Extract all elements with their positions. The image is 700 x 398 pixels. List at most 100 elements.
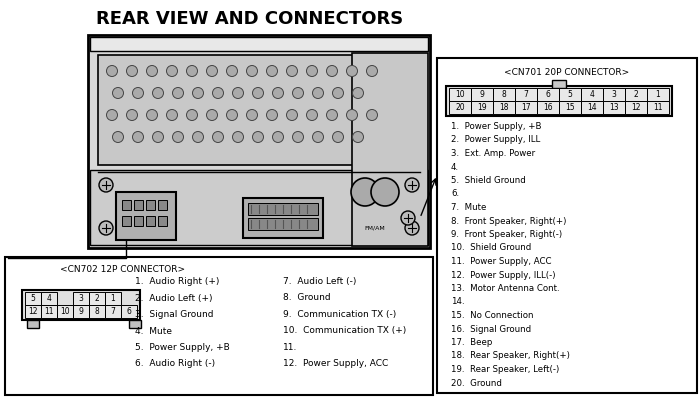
Bar — [122, 216, 131, 226]
Text: 13.  Motor Antenna Cont.: 13. Motor Antenna Cont. — [451, 284, 559, 293]
Bar — [243, 198, 323, 238]
Circle shape — [113, 131, 123, 142]
Bar — [89, 292, 105, 305]
Bar — [352, 53, 428, 246]
Bar — [27, 320, 39, 328]
Text: REAR VIEW AND CONNECTORS: REAR VIEW AND CONNECTORS — [97, 10, 404, 28]
Circle shape — [293, 88, 304, 98]
Circle shape — [253, 88, 263, 98]
Circle shape — [172, 88, 183, 98]
Bar — [98, 55, 420, 165]
Text: 10: 10 — [60, 307, 70, 316]
Text: 6: 6 — [545, 90, 550, 99]
Circle shape — [405, 178, 419, 192]
Bar — [158, 200, 167, 210]
Circle shape — [326, 66, 337, 76]
Text: 14: 14 — [587, 103, 597, 112]
Circle shape — [99, 178, 113, 192]
Text: 14.: 14. — [451, 297, 465, 306]
Circle shape — [127, 66, 137, 76]
Circle shape — [401, 211, 415, 225]
Bar — [248, 218, 318, 230]
Circle shape — [186, 66, 197, 76]
Bar — [625, 101, 647, 114]
Bar — [134, 216, 143, 226]
Bar — [90, 170, 428, 245]
Text: 1: 1 — [656, 90, 660, 99]
Bar — [73, 292, 89, 305]
Circle shape — [332, 131, 344, 142]
Text: 8: 8 — [94, 307, 99, 316]
Text: 1: 1 — [111, 294, 116, 303]
Circle shape — [312, 88, 323, 98]
Circle shape — [272, 131, 284, 142]
Bar — [22, 290, 140, 320]
Bar — [25, 305, 41, 318]
Bar — [57, 305, 73, 318]
Text: 15: 15 — [565, 103, 575, 112]
Bar — [603, 88, 625, 101]
Circle shape — [353, 88, 363, 98]
Circle shape — [113, 88, 123, 98]
Text: 16: 16 — [543, 103, 553, 112]
Text: <CN701 20P CONNECTOR>: <CN701 20P CONNECTOR> — [505, 68, 629, 77]
Circle shape — [193, 88, 204, 98]
Circle shape — [312, 131, 323, 142]
Circle shape — [253, 131, 263, 142]
Text: 16.  Signal Ground: 16. Signal Ground — [451, 324, 531, 334]
Text: 10.  Communication TX (+): 10. Communication TX (+) — [283, 326, 406, 336]
Bar — [552, 80, 566, 88]
Bar — [158, 216, 167, 226]
Text: 2: 2 — [94, 294, 99, 303]
Text: 6.  Audio Right (-): 6. Audio Right (-) — [135, 359, 215, 369]
Circle shape — [99, 221, 113, 235]
Bar — [88, 35, 430, 248]
Text: 1.  Power Supply, +B: 1. Power Supply, +B — [451, 122, 542, 131]
Text: 11.: 11. — [283, 343, 298, 352]
Text: 3: 3 — [612, 90, 617, 99]
Text: 2.  Power Supply, ILL: 2. Power Supply, ILL — [451, 135, 540, 144]
Text: 11.  Power Supply, ACC: 11. Power Supply, ACC — [451, 257, 552, 266]
Circle shape — [193, 131, 204, 142]
Circle shape — [272, 88, 284, 98]
Circle shape — [267, 109, 277, 121]
Circle shape — [132, 131, 144, 142]
Text: 11: 11 — [44, 307, 54, 316]
Circle shape — [227, 66, 237, 76]
Circle shape — [246, 109, 258, 121]
Bar — [625, 88, 647, 101]
Text: 7.  Mute: 7. Mute — [451, 203, 486, 212]
Text: 20.  Ground: 20. Ground — [451, 378, 502, 388]
Bar — [581, 88, 603, 101]
Circle shape — [186, 109, 197, 121]
Text: 4: 4 — [589, 90, 594, 99]
Bar — [437, 58, 697, 393]
Bar — [559, 88, 581, 101]
Circle shape — [206, 66, 218, 76]
Text: 1.  Audio Right (+): 1. Audio Right (+) — [135, 277, 219, 286]
Circle shape — [153, 131, 164, 142]
Bar — [41, 305, 57, 318]
Circle shape — [286, 109, 297, 121]
Circle shape — [351, 178, 379, 206]
Bar — [146, 216, 155, 226]
Circle shape — [307, 66, 318, 76]
Circle shape — [286, 66, 297, 76]
Bar — [41, 292, 57, 305]
Text: 9.  Front Speaker, Right(-): 9. Front Speaker, Right(-) — [451, 230, 562, 239]
Circle shape — [405, 221, 419, 235]
Circle shape — [326, 109, 337, 121]
Text: 12.  Power Supply, ACC: 12. Power Supply, ACC — [283, 359, 388, 369]
Circle shape — [267, 66, 277, 76]
Bar — [122, 200, 131, 210]
Circle shape — [367, 66, 377, 76]
Text: 9: 9 — [480, 90, 484, 99]
Text: 18: 18 — [499, 103, 509, 112]
Bar — [537, 101, 559, 114]
Bar — [105, 305, 121, 318]
Text: 5.  Shield Ground: 5. Shield Ground — [451, 176, 526, 185]
Text: 9: 9 — [78, 307, 83, 316]
Text: 12: 12 — [28, 307, 38, 316]
Circle shape — [346, 109, 358, 121]
Circle shape — [172, 131, 183, 142]
